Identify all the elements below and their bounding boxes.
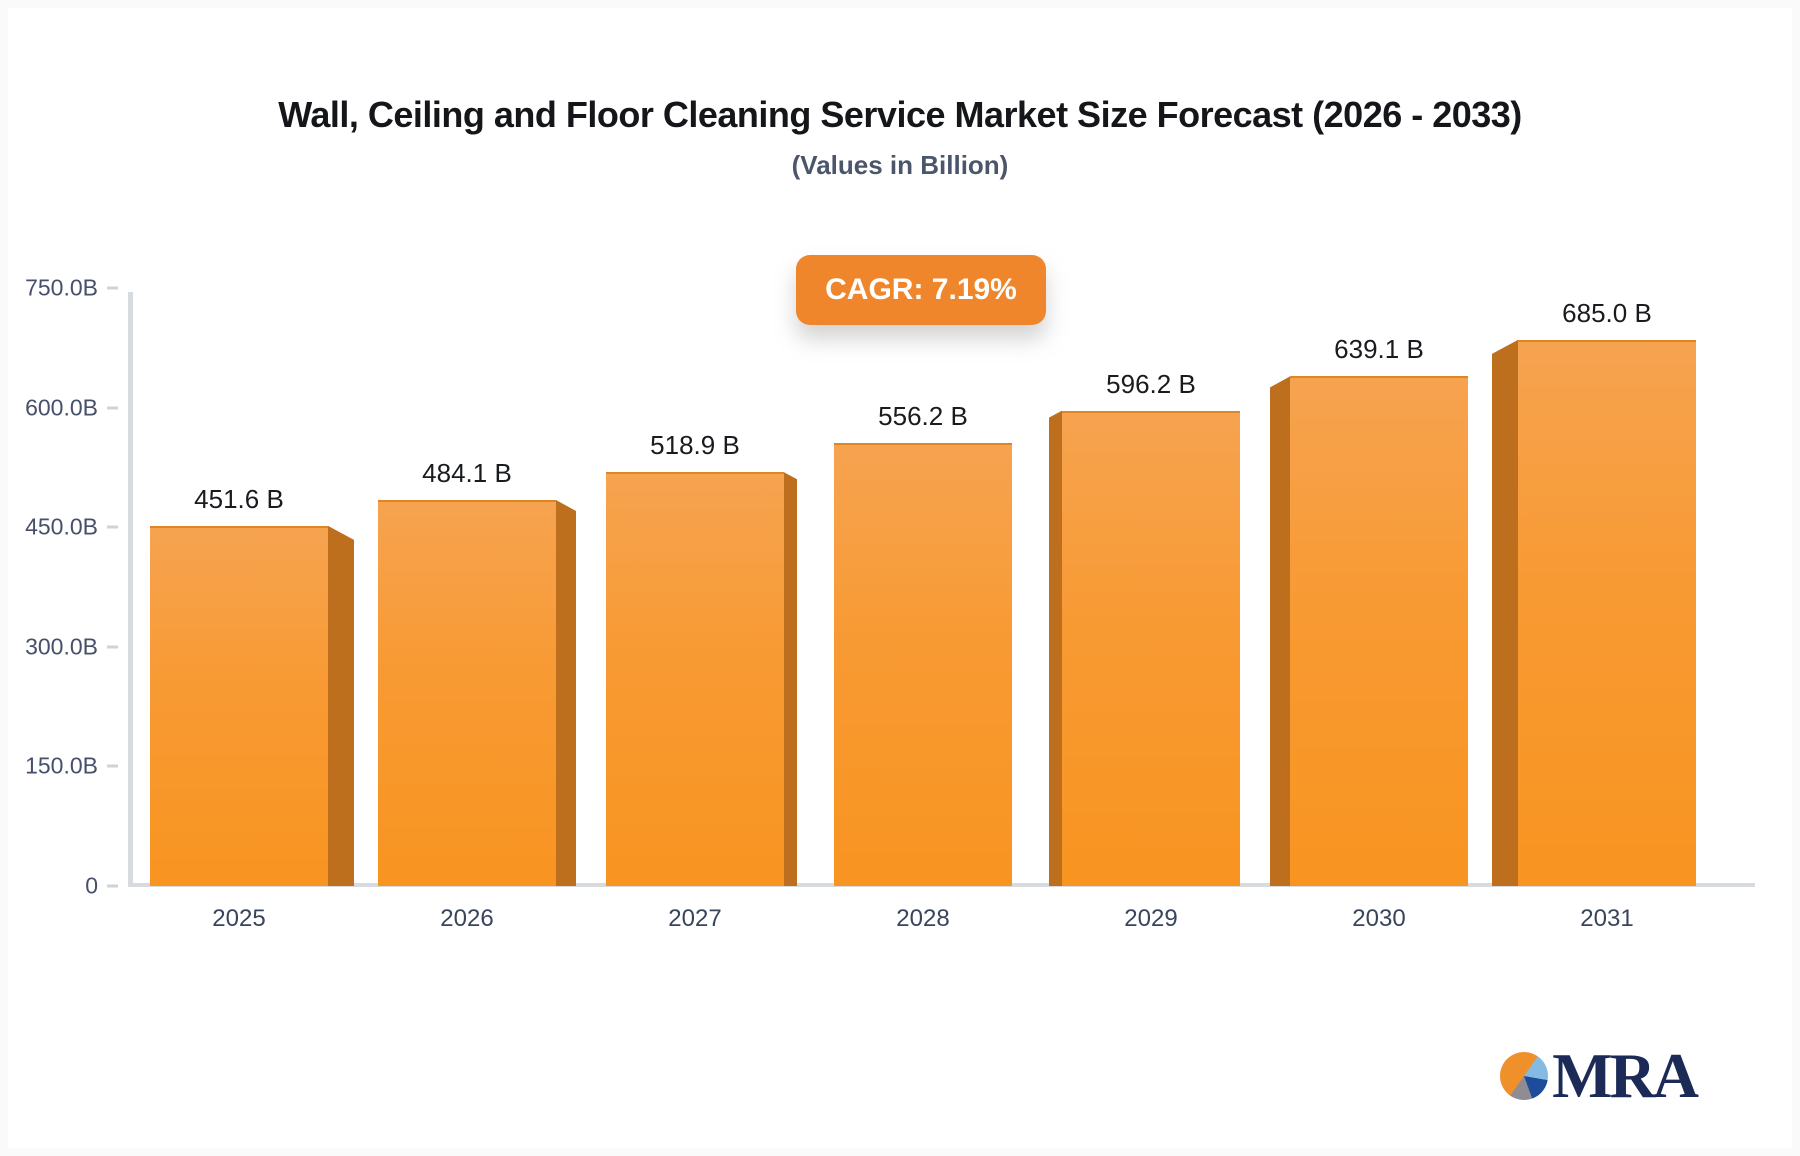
bar-3d-side	[1270, 376, 1290, 886]
bar-value-label: 556.2 B	[878, 400, 968, 431]
y-tick-mark	[107, 406, 118, 410]
y-tick-label: 300.0B	[25, 633, 98, 660]
bar-2031	[1518, 339, 1696, 886]
mra-logo: MRA	[1500, 1040, 1699, 1111]
bar-3d-side	[784, 472, 797, 886]
chart-title: Wall, Ceiling and Floor Cleaning Service…	[278, 94, 1522, 135]
y-tick-label: 0	[85, 872, 98, 899]
x-tick-label: 2027	[668, 905, 722, 932]
bar-value-label: 451.6 B	[194, 483, 284, 514]
logo-text: MRA	[1552, 1040, 1699, 1111]
y-axis-line	[128, 292, 133, 886]
y-tick-mark	[107, 525, 118, 529]
pie-chart-logo-icon	[1500, 1052, 1549, 1100]
cagr-badge-label: CAGR: 7.19%	[825, 273, 1017, 306]
bar-3d-side	[1492, 339, 1518, 886]
cagr-badge: CAGR: 7.19%	[796, 255, 1046, 325]
bar-2030	[1290, 376, 1468, 886]
bar-2026	[378, 500, 556, 886]
bar-value-label: 484.1 B	[422, 458, 512, 488]
y-tick-mark	[107, 286, 118, 290]
y-tick-label: 750.0B	[25, 274, 98, 301]
bar-2025	[150, 525, 328, 886]
bar-3d-side	[328, 525, 354, 886]
chart-subtitle: (Values in Billion)	[791, 150, 1009, 180]
bar-value-label: 639.1 B	[1334, 334, 1424, 365]
bar-3d-side	[1049, 410, 1062, 886]
y-tick-label: 150.0B	[25, 752, 98, 779]
y-tick-mark	[107, 884, 118, 888]
bar-3d-side	[556, 500, 576, 886]
bar-2027	[606, 472, 784, 886]
bar-value-label: 596.2 B	[1106, 368, 1196, 399]
y-tick-label: 450.0B	[25, 513, 98, 540]
x-tick-label: 2029	[1124, 905, 1178, 932]
x-tick-label: 2028	[896, 905, 950, 932]
x-tick-label: 2031	[1580, 905, 1634, 932]
bar-value-label: 685.0 B	[1562, 297, 1652, 328]
y-tick-mark	[107, 645, 118, 649]
x-tick-label: 2030	[1352, 905, 1406, 932]
bar-2028	[834, 442, 1012, 886]
y-tick-mark	[107, 764, 118, 768]
x-tick-label: 2025	[212, 905, 266, 932]
x-tick-label: 2026	[440, 905, 494, 932]
y-tick-label: 600.0B	[25, 394, 98, 421]
bar-2029	[1062, 410, 1240, 886]
bar-value-label: 518.9 B	[650, 430, 740, 461]
